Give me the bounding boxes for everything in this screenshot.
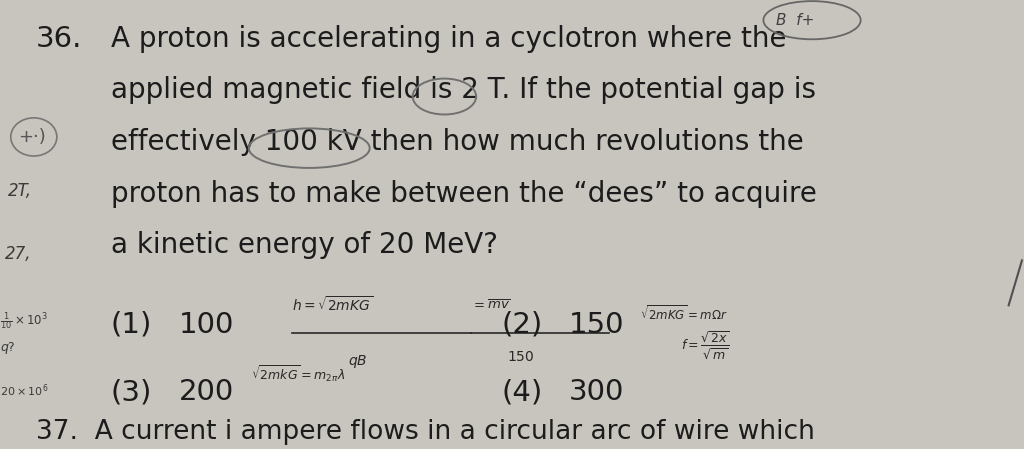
Text: 37.  A current i ampere flows in a circular arc of wire which: 37. A current i ampere flows in a circul…	[36, 418, 815, 445]
Text: $\sqrt{2mkG} = m_{2\pi}\lambda$: $\sqrt{2mkG} = m_{2\pi}\lambda$	[251, 363, 345, 384]
Text: 27,: 27,	[5, 245, 32, 263]
Text: 36.: 36.	[36, 25, 82, 53]
Text: $\sqrt{2mKG} = m\Omega r$: $\sqrt{2mKG} = m\Omega r$	[640, 304, 728, 323]
Text: (4): (4)	[502, 379, 543, 406]
Text: (1): (1)	[111, 311, 152, 339]
Text: $= \overline{mv}$: $= \overline{mv}$	[471, 299, 510, 312]
Text: +·): +·)	[18, 128, 46, 146]
Text: A proton is accelerating in a cyclotron where the: A proton is accelerating in a cyclotron …	[111, 25, 786, 53]
Text: a kinetic energy of 20 MeV?: a kinetic energy of 20 MeV?	[111, 231, 498, 259]
Text: $f = \dfrac{\sqrt{2x}}{\sqrt{m}}$: $f = \dfrac{\sqrt{2x}}{\sqrt{m}}$	[681, 330, 729, 361]
Text: B  f+: B f+	[776, 13, 814, 28]
Text: 2T,: 2T,	[8, 182, 32, 200]
Text: 150: 150	[568, 311, 624, 339]
Text: $150$: $150$	[507, 350, 535, 364]
Text: effectively 100 kV then how much revolutions the: effectively 100 kV then how much revolut…	[111, 128, 804, 156]
Text: (3): (3)	[111, 379, 152, 406]
Text: 200: 200	[179, 379, 234, 406]
Text: $q?$: $q?$	[0, 340, 15, 356]
Text: (2): (2)	[502, 311, 543, 339]
Text: $20\times10^6$: $20\times10^6$	[0, 383, 48, 399]
Text: $qB$: $qB$	[348, 353, 368, 370]
Text: 100: 100	[179, 311, 234, 339]
Text: proton has to make between the “dees” to acquire: proton has to make between the “dees” to…	[111, 180, 816, 207]
Text: $\frac{1}{10}\times10^3$: $\frac{1}{10}\times10^3$	[0, 310, 48, 332]
Text: $h = \sqrt{2mKG}$: $h = \sqrt{2mKG}$	[292, 295, 373, 314]
Text: applied magnetic field is 2 T. If the potential gap is: applied magnetic field is 2 T. If the po…	[111, 76, 815, 104]
Text: 300: 300	[568, 379, 624, 406]
